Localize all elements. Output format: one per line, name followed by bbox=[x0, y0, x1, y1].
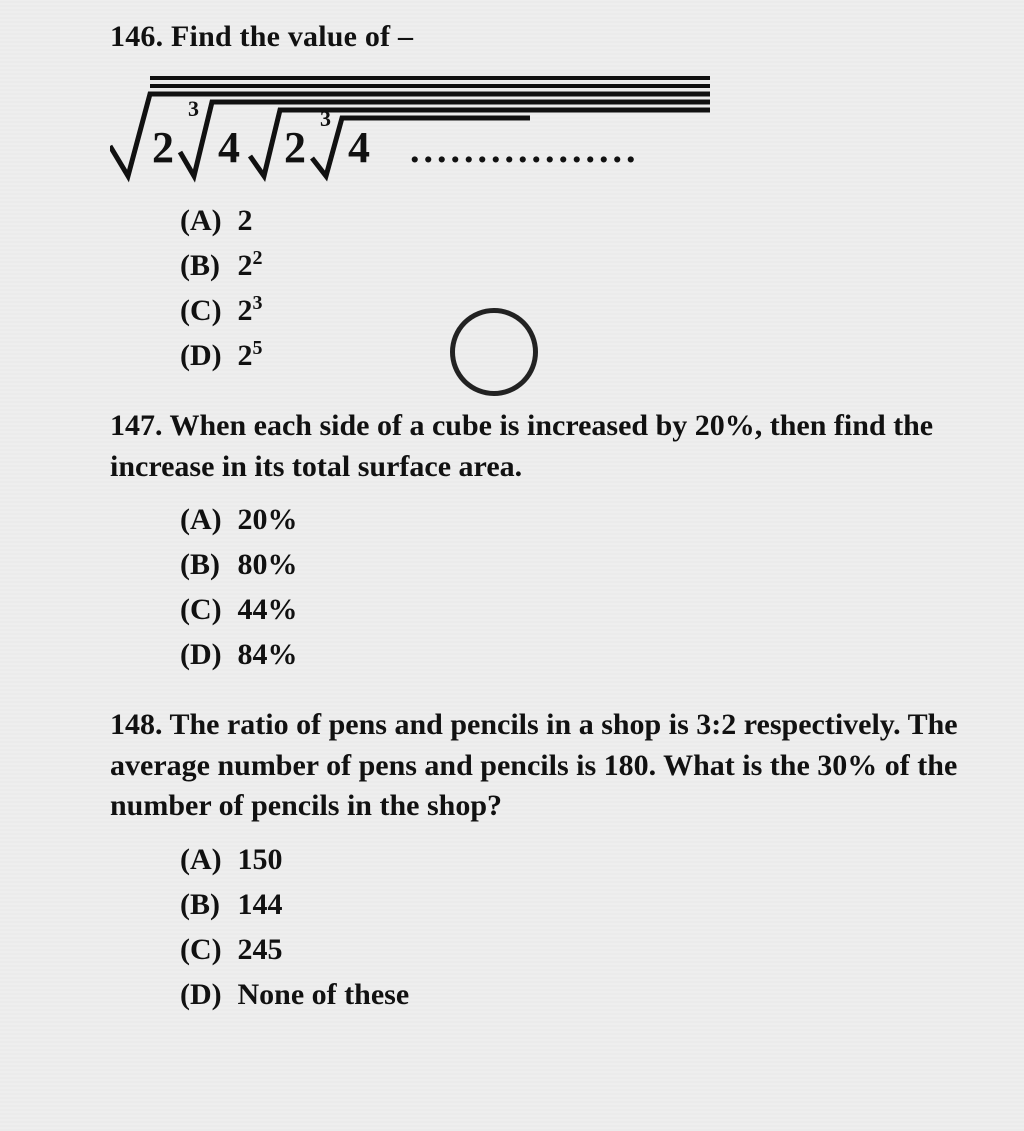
q148-options: (A) 150 (B) 144 (C) 245 (D) None of thes… bbox=[180, 837, 964, 1017]
q147-B-letter: (B) bbox=[180, 542, 230, 587]
q146-B-letter: (B) bbox=[180, 243, 230, 288]
q146-D-text: 2 bbox=[238, 339, 253, 372]
q146-C-exp: 3 bbox=[253, 292, 263, 314]
q147-text: When each side of a cube is increased by… bbox=[110, 409, 933, 483]
q148-number: 148. bbox=[110, 708, 163, 741]
circle-annotation-icon bbox=[450, 308, 538, 396]
q147-option-A: (A) 20% bbox=[180, 497, 964, 542]
q146-A-text: 2 bbox=[238, 204, 253, 237]
q147-option-C: (C) 44% bbox=[180, 587, 964, 632]
scanned-page: 146. Find the value of – 2 3 4 2 3 bbox=[0, 0, 1024, 1131]
q147-option-B: (B) 80% bbox=[180, 542, 964, 587]
q146-D-letter: (D) bbox=[180, 333, 230, 378]
q148-body: 148. The ratio of pens and pencils in a … bbox=[110, 705, 964, 827]
q146-option-D: (D) 25 bbox=[180, 333, 964, 378]
q147-number: 147. bbox=[110, 409, 163, 442]
question-148: 148. The ratio of pens and pencils in a … bbox=[110, 705, 964, 1017]
q146-option-C: (C) 23 bbox=[180, 288, 964, 333]
q148-C-text: 245 bbox=[238, 933, 283, 966]
rad-deg-3: 3 bbox=[320, 106, 331, 132]
q147-C-letter: (C) bbox=[180, 587, 230, 632]
q148-option-C: (C) 245 bbox=[180, 927, 964, 972]
q147-A-text: 20% bbox=[238, 503, 298, 536]
q147-option-D: (D) 84% bbox=[180, 632, 964, 677]
q146-expression: 2 3 4 2 3 4 ................. bbox=[110, 66, 730, 186]
q148-D-letter: (D) bbox=[180, 972, 230, 1017]
q146-B-exp: 2 bbox=[253, 247, 263, 269]
q146-options: (A) 2 (B) 22 (C) 23 (D) 25 bbox=[180, 198, 964, 378]
q148-D-text: None of these bbox=[238, 978, 410, 1011]
q147-D-letter: (D) bbox=[180, 632, 230, 677]
q148-option-D: (D) None of these bbox=[180, 972, 964, 1017]
q148-option-B: (B) 144 bbox=[180, 882, 964, 927]
q147-A-letter: (A) bbox=[180, 497, 230, 542]
q147-D-text: 84% bbox=[238, 638, 298, 671]
q148-B-text: 144 bbox=[238, 888, 283, 921]
q148-A-letter: (A) bbox=[180, 837, 230, 882]
question-147: 147. When each side of a cube is increas… bbox=[110, 406, 964, 677]
rad-term-2: 2 bbox=[284, 122, 306, 173]
q148-C-letter: (C) bbox=[180, 927, 230, 972]
rad-term-3: 4 bbox=[348, 122, 370, 173]
q146-option-B: (B) 22 bbox=[180, 243, 964, 288]
q147-C-text: 44% bbox=[238, 593, 298, 626]
q148-A-text: 150 bbox=[238, 843, 283, 876]
q146-C-text: 2 bbox=[238, 294, 253, 327]
q147-options: (A) 20% (B) 80% (C) 44% (D) 84% bbox=[180, 497, 964, 677]
q148-text: The ratio of pens and pencils in a shop … bbox=[110, 708, 958, 822]
q146-heading: 146. Find the value of – bbox=[110, 20, 964, 54]
rad-term-0: 2 bbox=[152, 122, 174, 173]
q147-body: 147. When each side of a cube is increas… bbox=[110, 406, 964, 487]
q146-C-letter: (C) bbox=[180, 288, 230, 333]
q146-D-exp: 5 bbox=[253, 337, 263, 359]
q146-option-A: (A) 2 bbox=[180, 198, 964, 243]
q146-number: 146. bbox=[110, 20, 163, 53]
rad-term-1: 4 bbox=[218, 122, 240, 173]
q146-title: Find the value of – bbox=[171, 20, 413, 53]
q147-B-text: 80% bbox=[238, 548, 298, 581]
question-146: 146. Find the value of – 2 3 4 2 3 bbox=[110, 20, 964, 378]
q146-B-text: 2 bbox=[238, 249, 253, 282]
q148-B-letter: (B) bbox=[180, 882, 230, 927]
rad-deg-1: 3 bbox=[188, 96, 199, 122]
q146-A-letter: (A) bbox=[180, 198, 230, 243]
q148-option-A: (A) 150 bbox=[180, 837, 964, 882]
rad-dots: ................. bbox=[410, 128, 640, 172]
